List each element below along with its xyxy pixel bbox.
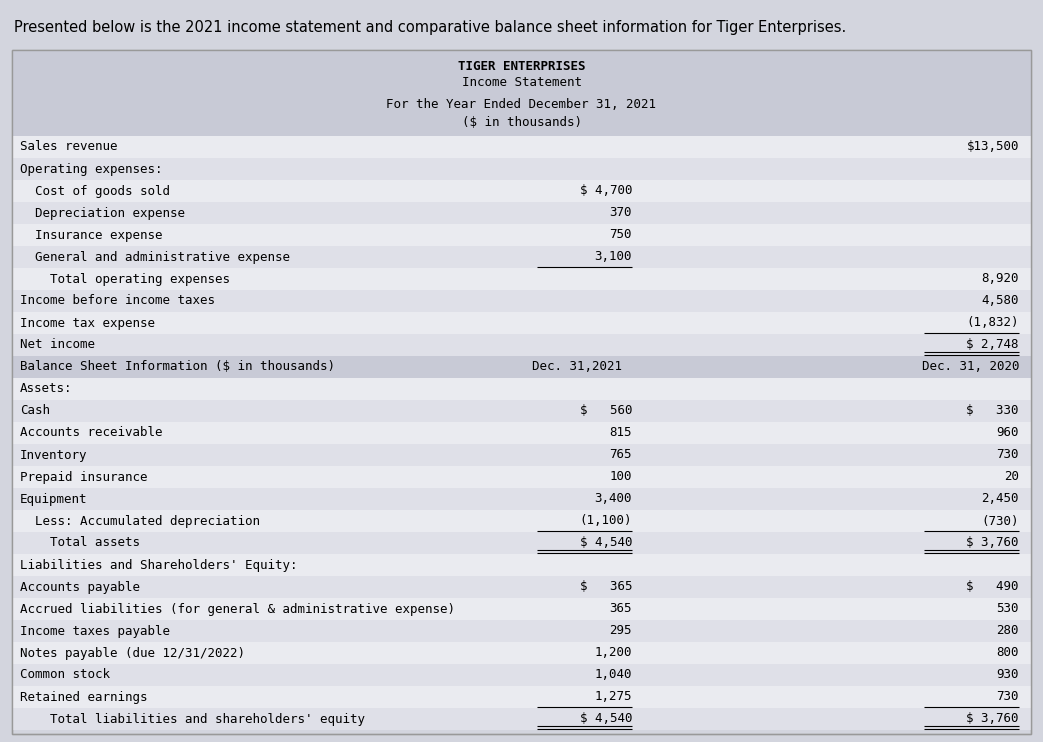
- Bar: [13, 532, 1030, 554]
- Bar: [13, 686, 1030, 708]
- Bar: [13, 708, 1030, 730]
- Bar: [13, 642, 1030, 664]
- Text: (1,832): (1,832): [967, 317, 1019, 329]
- Text: $   330: $ 330: [967, 404, 1019, 418]
- Text: TIGER ENTERPRISES: TIGER ENTERPRISES: [458, 60, 585, 73]
- Text: 815: 815: [609, 427, 632, 439]
- Text: 530: 530: [996, 603, 1019, 616]
- Text: $   560: $ 560: [580, 404, 632, 418]
- Text: Dec. 31, 2020: Dec. 31, 2020: [922, 361, 1019, 373]
- Text: Less: Accumulated depreciation: Less: Accumulated depreciation: [20, 514, 260, 528]
- Bar: [13, 554, 1030, 576]
- Text: Net income: Net income: [20, 338, 95, 352]
- Text: Inventory: Inventory: [20, 448, 88, 462]
- Text: Income before income taxes: Income before income taxes: [20, 295, 215, 307]
- Text: Total assets: Total assets: [20, 536, 140, 550]
- Text: 750: 750: [609, 229, 632, 241]
- Text: Total operating expenses: Total operating expenses: [20, 272, 231, 286]
- Text: 280: 280: [996, 625, 1019, 637]
- Text: Retained earnings: Retained earnings: [20, 691, 147, 703]
- Text: (730): (730): [981, 514, 1019, 528]
- Text: $ 3,760: $ 3,760: [967, 712, 1019, 726]
- Text: 730: 730: [996, 448, 1019, 462]
- Bar: [13, 246, 1030, 268]
- Text: Prepaid insurance: Prepaid insurance: [20, 470, 147, 484]
- Text: Accrued liabilities (for general & administrative expense): Accrued liabilities (for general & admin…: [20, 603, 455, 616]
- Bar: [13, 378, 1030, 400]
- Text: Insurance expense: Insurance expense: [20, 229, 163, 241]
- Bar: [13, 312, 1030, 334]
- Text: Balance Sheet Information ($ in thousands): Balance Sheet Information ($ in thousand…: [20, 361, 335, 373]
- Text: $ 4,540: $ 4,540: [580, 536, 632, 550]
- Text: 3,100: 3,100: [595, 251, 632, 263]
- Text: 365: 365: [609, 603, 632, 616]
- Text: Equipment: Equipment: [20, 493, 88, 505]
- Text: Sales revenue: Sales revenue: [20, 140, 118, 154]
- Text: Liabilities and Shareholders' Equity:: Liabilities and Shareholders' Equity:: [20, 559, 297, 571]
- Text: 370: 370: [609, 206, 632, 220]
- Text: Accounts payable: Accounts payable: [20, 580, 140, 594]
- Text: Cash: Cash: [20, 404, 50, 418]
- Bar: [13, 664, 1030, 686]
- Text: Income tax expense: Income tax expense: [20, 317, 155, 329]
- Text: Assets:: Assets:: [20, 382, 73, 395]
- Text: $   365: $ 365: [580, 580, 632, 594]
- Bar: [13, 334, 1030, 356]
- Bar: [13, 356, 1030, 378]
- Bar: [13, 224, 1030, 246]
- Text: 3,400: 3,400: [595, 493, 632, 505]
- Bar: [13, 136, 1030, 158]
- Bar: [13, 510, 1030, 532]
- Bar: [13, 466, 1030, 488]
- Text: $ 2,748: $ 2,748: [967, 338, 1019, 352]
- Bar: [13, 180, 1030, 202]
- Text: Operating expenses:: Operating expenses:: [20, 162, 163, 176]
- Text: 930: 930: [996, 669, 1019, 681]
- Text: General and administrative expense: General and administrative expense: [20, 251, 290, 263]
- Text: 2,450: 2,450: [981, 493, 1019, 505]
- Bar: [13, 488, 1030, 510]
- Text: Income taxes payable: Income taxes payable: [20, 625, 170, 637]
- Text: Depreciation expense: Depreciation expense: [20, 206, 185, 220]
- Text: ($ in thousands): ($ in thousands): [461, 116, 582, 129]
- Text: 730: 730: [996, 691, 1019, 703]
- Text: (1,100): (1,100): [580, 514, 632, 528]
- Text: Total liabilities and shareholders' equity: Total liabilities and shareholders' equi…: [20, 712, 365, 726]
- Text: Dec. 31,2021: Dec. 31,2021: [532, 361, 622, 373]
- Text: 1,040: 1,040: [595, 669, 632, 681]
- Text: For the Year Ended December 31, 2021: For the Year Ended December 31, 2021: [387, 98, 656, 111]
- Text: $ 4,540: $ 4,540: [580, 712, 632, 726]
- Text: Presented below is the 2021 income statement and comparative balance sheet infor: Presented below is the 2021 income state…: [14, 20, 846, 35]
- Text: Accounts receivable: Accounts receivable: [20, 427, 163, 439]
- Bar: [13, 290, 1030, 312]
- Bar: [13, 158, 1030, 180]
- Text: 800: 800: [996, 646, 1019, 660]
- Text: 100: 100: [609, 470, 632, 484]
- Text: 1,275: 1,275: [595, 691, 632, 703]
- Text: Income Statement: Income Statement: [461, 76, 582, 89]
- Text: $ 4,700: $ 4,700: [580, 185, 632, 197]
- Bar: [13, 400, 1030, 422]
- Text: 8,920: 8,920: [981, 272, 1019, 286]
- Text: $ 3,760: $ 3,760: [967, 536, 1019, 550]
- Bar: [13, 202, 1030, 224]
- Text: Common stock: Common stock: [20, 669, 110, 681]
- Text: Cost of goods sold: Cost of goods sold: [20, 185, 170, 197]
- Text: $   490: $ 490: [967, 580, 1019, 594]
- Bar: [13, 576, 1030, 598]
- Text: 4,580: 4,580: [981, 295, 1019, 307]
- Text: 1,200: 1,200: [595, 646, 632, 660]
- Bar: [13, 422, 1030, 444]
- Text: 765: 765: [609, 448, 632, 462]
- Text: $13,500: $13,500: [967, 140, 1019, 154]
- Bar: [13, 598, 1030, 620]
- Text: 295: 295: [609, 625, 632, 637]
- Text: 960: 960: [996, 427, 1019, 439]
- Bar: [13, 444, 1030, 466]
- Bar: [13, 268, 1030, 290]
- Text: Notes payable (due 12/31/2022): Notes payable (due 12/31/2022): [20, 646, 245, 660]
- Text: 20: 20: [1004, 470, 1019, 484]
- Bar: [13, 620, 1030, 642]
- Bar: [13, 50, 1030, 136]
